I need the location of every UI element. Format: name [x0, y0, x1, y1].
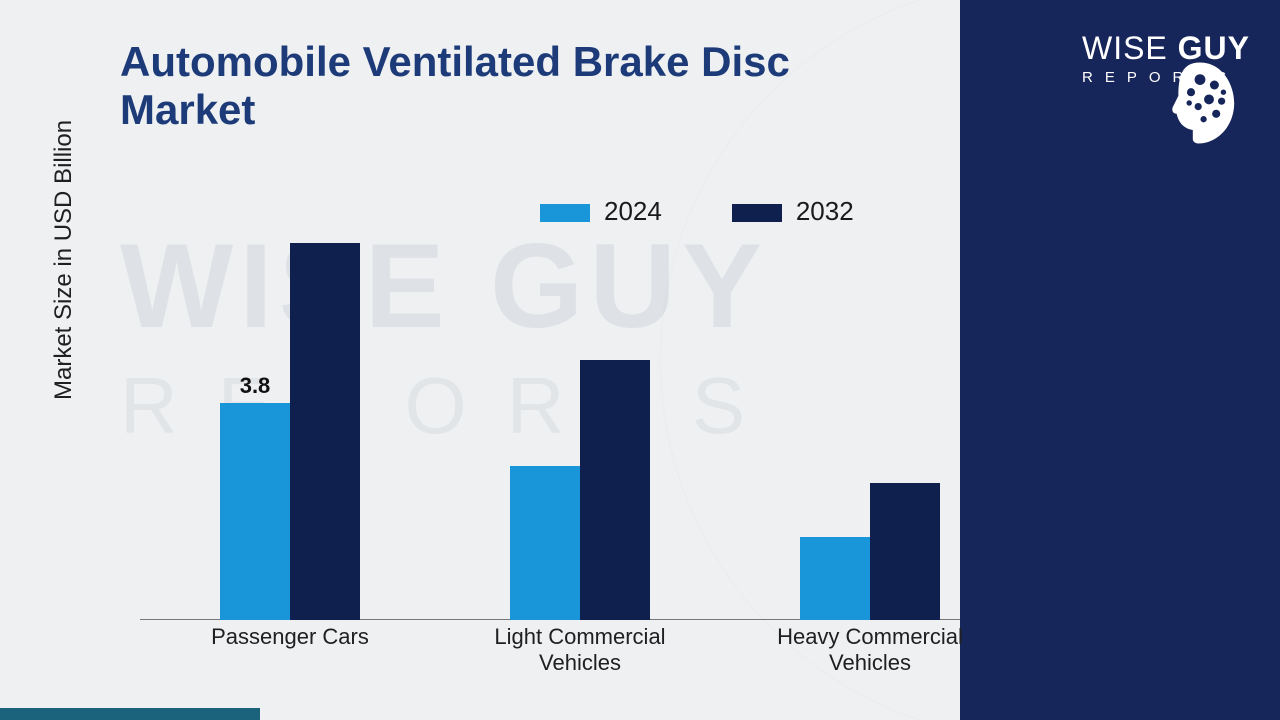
bar-2032 — [290, 243, 360, 620]
category-label: Light Commercial Vehicles — [470, 624, 690, 677]
brand-logo: WISE GUY REPORTS — [1082, 30, 1250, 86]
category-label: Heavy Commercial Vehicles — [760, 624, 980, 677]
bar-2024: 3.8 — [220, 403, 290, 620]
bar-chart: 3.8Passenger CarsLight Commercial Vehicl… — [140, 220, 960, 620]
bar-group — [780, 483, 960, 620]
bar-2032 — [870, 483, 940, 620]
bar-group — [490, 360, 670, 620]
bar-2024 — [510, 466, 580, 620]
bar-value-label: 3.8 — [240, 373, 271, 399]
bar-2024 — [800, 537, 870, 620]
bar-group: 3.8 — [200, 243, 380, 620]
logo-head-icon — [1146, 58, 1236, 148]
chart-canvas: WISE GUY REPORTS Automobile Ventilated B… — [0, 0, 1280, 720]
category-label: Passenger Cars — [180, 624, 400, 650]
y-axis-label: Market Size in USD Billion — [50, 120, 78, 400]
chart-title: Automobile Ventilated Brake Disc Market — [120, 38, 860, 135]
bar-2032 — [580, 360, 650, 620]
accent-stripe — [0, 708, 260, 720]
